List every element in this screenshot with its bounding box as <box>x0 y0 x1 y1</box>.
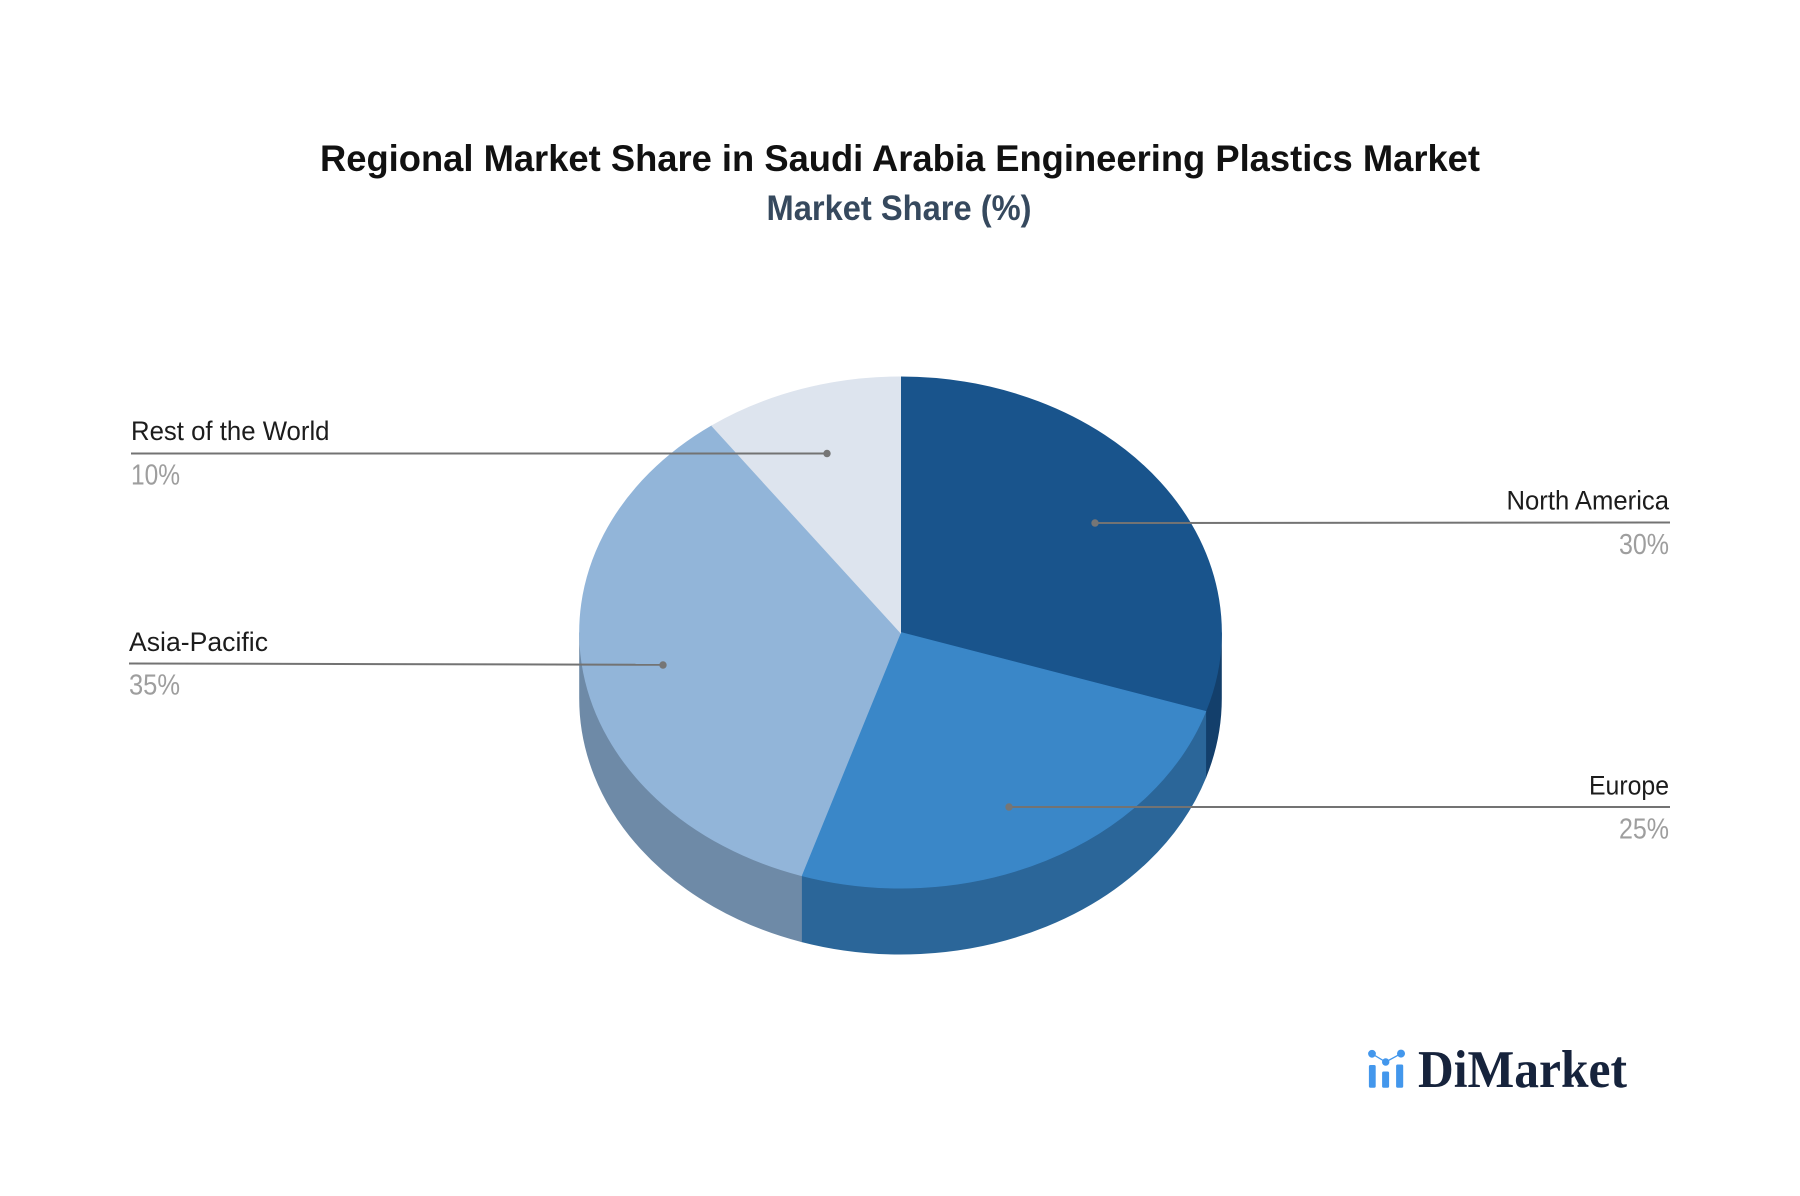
svg-text:35%: 35% <box>129 670 180 702</box>
svg-text:Rest of the World: Rest of the World <box>131 416 330 446</box>
svg-text:Regional Market Share in Saudi: Regional Market Share in Saudi Arabia En… <box>320 138 1480 179</box>
svg-text:North America: North America <box>1507 486 1670 516</box>
svg-text:DiMarket: DiMarket <box>1418 1041 1627 1099</box>
svg-text:Market Share (%): Market Share (%) <box>767 188 1032 228</box>
svg-text:Asia-Pacific: Asia-Pacific <box>129 627 268 657</box>
svg-text:Europe: Europe <box>1589 771 1669 801</box>
svg-text:25%: 25% <box>1619 814 1669 846</box>
svg-text:30%: 30% <box>1619 529 1669 561</box>
svg-text:10%: 10% <box>131 460 180 492</box>
